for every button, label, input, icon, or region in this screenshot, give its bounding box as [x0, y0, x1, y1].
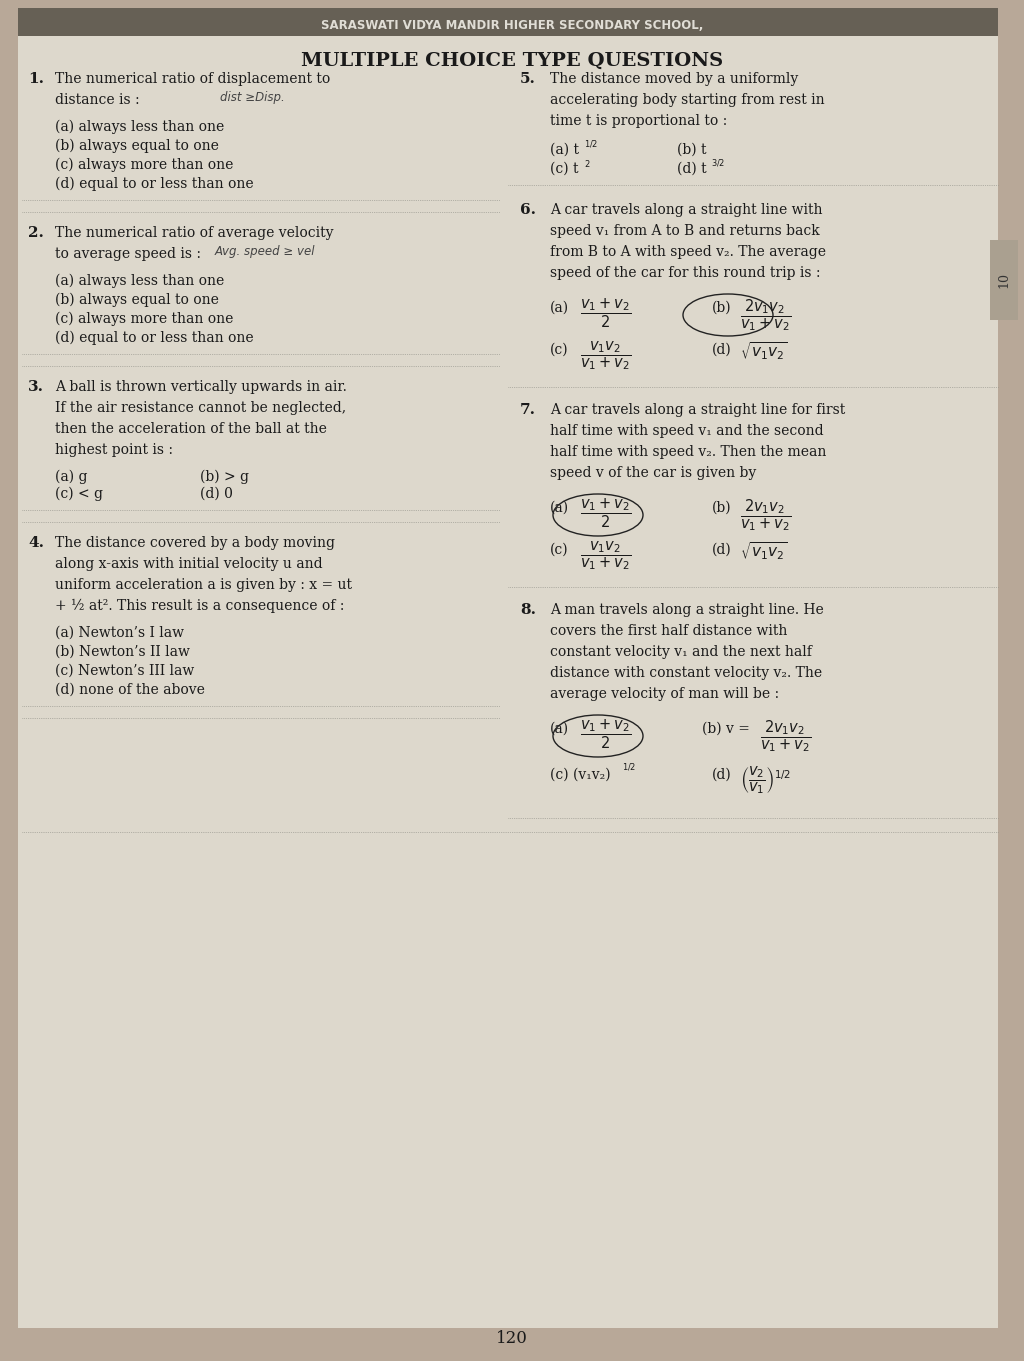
Text: (b) t: (b) t	[677, 143, 707, 157]
Text: (a) t: (a) t	[550, 143, 579, 157]
Text: (c): (c)	[550, 543, 568, 557]
Text: A car travels along a straight line with: A car travels along a straight line with	[550, 203, 822, 216]
Text: along x-axis with initial velocity u and: along x-axis with initial velocity u and	[55, 557, 323, 572]
Text: 7.: 7.	[520, 403, 536, 416]
Text: (b): (b)	[712, 301, 731, 314]
Text: (c) (v₁v₂): (c) (v₁v₂)	[550, 768, 610, 783]
Text: $\dfrac{v_1+v_2}{2}$: $\dfrac{v_1+v_2}{2}$	[580, 719, 631, 751]
Text: (b) v =: (b) v =	[702, 721, 750, 736]
Text: (d): (d)	[712, 543, 732, 557]
Text: (b): (b)	[712, 501, 731, 514]
Text: $\dfrac{2v_1v_2}{v_1+v_2}$: $\dfrac{2v_1v_2}{v_1+v_2}$	[740, 297, 792, 333]
Text: (d): (d)	[712, 343, 732, 357]
Text: 6.: 6.	[520, 203, 536, 216]
Text: (a) g: (a) g	[55, 470, 87, 485]
Text: (d) none of the above: (d) none of the above	[55, 683, 205, 697]
Text: 120: 120	[496, 1330, 528, 1347]
Text: to average speed is :: to average speed is :	[55, 246, 201, 261]
Text: A ball is thrown vertically upwards in air.: A ball is thrown vertically upwards in a…	[55, 380, 347, 393]
Text: $\dfrac{v_1v_2}{v_1+v_2}$: $\dfrac{v_1v_2}{v_1+v_2}$	[580, 339, 631, 372]
Text: $\dfrac{v_1+v_2}{2}$: $\dfrac{v_1+v_2}{2}$	[580, 497, 631, 531]
Text: distance is :: distance is :	[55, 93, 139, 108]
Text: SARASWATI VIDYA MANDIR HIGHER SECONDARY SCHOOL,: SARASWATI VIDYA MANDIR HIGHER SECONDARY …	[321, 19, 703, 31]
Text: A car travels along a straight line for first: A car travels along a straight line for …	[550, 403, 845, 416]
Text: The numerical ratio of displacement to: The numerical ratio of displacement to	[55, 72, 331, 86]
Text: $\dfrac{v_1v_2}{v_1+v_2}$: $\dfrac{v_1v_2}{v_1+v_2}$	[580, 539, 631, 572]
Text: highest point is :: highest point is :	[55, 442, 173, 457]
Text: The distance moved by a uniformly: The distance moved by a uniformly	[550, 72, 799, 86]
Text: 10: 10	[997, 272, 1011, 289]
Text: (a): (a)	[550, 301, 569, 314]
Text: + ½ at². This result is a consequence of :: + ½ at². This result is a consequence of…	[55, 599, 344, 614]
Text: 1.: 1.	[28, 72, 44, 86]
Text: 5.: 5.	[520, 72, 536, 86]
Text: (c) t: (c) t	[550, 162, 579, 176]
Text: (b) Newton’s II law: (b) Newton’s II law	[55, 645, 189, 659]
Text: 8.: 8.	[520, 603, 536, 617]
Text: $\left(\dfrac{v_2}{v_1}\right)^{1/2}$: $\left(\dfrac{v_2}{v_1}\right)^{1/2}$	[740, 764, 792, 796]
Text: speed of the car for this round trip is :: speed of the car for this round trip is …	[550, 265, 820, 280]
Text: (c) always more than one: (c) always more than one	[55, 312, 233, 327]
Text: 2.: 2.	[28, 226, 44, 240]
Text: time t is proportional to :: time t is proportional to :	[550, 114, 727, 128]
Text: (d) equal to or less than one: (d) equal to or less than one	[55, 177, 254, 192]
Text: (c): (c)	[550, 343, 568, 357]
Text: accelerating body starting from rest in: accelerating body starting from rest in	[550, 93, 824, 108]
Text: (b) always equal to one: (b) always equal to one	[55, 139, 219, 154]
Text: $^{3/2}$: $^{3/2}$	[711, 161, 725, 173]
Text: (a): (a)	[550, 721, 569, 736]
Text: $\dfrac{2v_1v_2}{v_1+v_2}$: $\dfrac{2v_1v_2}{v_1+v_2}$	[740, 497, 792, 534]
Text: (d) 0: (d) 0	[200, 487, 232, 501]
Text: The numerical ratio of average velocity: The numerical ratio of average velocity	[55, 226, 334, 240]
Text: (b) > g: (b) > g	[200, 470, 249, 485]
Text: covers the first half distance with: covers the first half distance with	[550, 623, 787, 638]
Text: (a) always less than one: (a) always less than one	[55, 120, 224, 135]
Text: (c) Newton’s III law: (c) Newton’s III law	[55, 664, 195, 678]
Text: (c) < g: (c) < g	[55, 487, 103, 501]
Text: (c) always more than one: (c) always more than one	[55, 158, 233, 173]
Text: distance with constant velocity v₂. The: distance with constant velocity v₂. The	[550, 666, 822, 680]
FancyBboxPatch shape	[18, 8, 998, 1328]
Text: (d) t: (d) t	[677, 162, 707, 176]
Text: (a): (a)	[550, 501, 569, 514]
Text: $\sqrt{v_1 v_2}$: $\sqrt{v_1 v_2}$	[740, 542, 787, 562]
Text: then the acceleration of the ball at the: then the acceleration of the ball at the	[55, 422, 327, 436]
Text: MULTIPLE CHOICE TYPE QUESTIONS: MULTIPLE CHOICE TYPE QUESTIONS	[301, 52, 723, 69]
Text: from B to A with speed v₂. The average: from B to A with speed v₂. The average	[550, 245, 826, 259]
Text: A man travels along a straight line. He: A man travels along a straight line. He	[550, 603, 823, 617]
Text: The distance covered by a body moving: The distance covered by a body moving	[55, 536, 335, 550]
Text: dist ≥Disp.: dist ≥Disp.	[220, 91, 285, 103]
Text: $^{1/2}$: $^{1/2}$	[584, 142, 598, 154]
Text: (b) always equal to one: (b) always equal to one	[55, 293, 219, 308]
Text: If the air resistance cannot be neglected,: If the air resistance cannot be neglecte…	[55, 401, 346, 415]
Text: constant velocity v₁ and the next half: constant velocity v₁ and the next half	[550, 645, 812, 659]
Text: $\dfrac{2v_1v_2}{v_1+v_2}$: $\dfrac{2v_1v_2}{v_1+v_2}$	[760, 719, 811, 754]
Text: (a) always less than one: (a) always less than one	[55, 274, 224, 289]
Text: $^{1/2}$: $^{1/2}$	[622, 764, 636, 777]
Text: Avg. speed ≥ vel: Avg. speed ≥ vel	[215, 245, 315, 259]
Text: $\dfrac{v_1+v_2}{2}$: $\dfrac{v_1+v_2}{2}$	[580, 297, 631, 331]
Text: average velocity of man will be :: average velocity of man will be :	[550, 687, 779, 701]
FancyBboxPatch shape	[990, 240, 1018, 320]
Text: speed v of the car is given by: speed v of the car is given by	[550, 465, 757, 480]
Text: half time with speed v₁ and the second: half time with speed v₁ and the second	[550, 425, 823, 438]
Text: $^{2}$: $^{2}$	[584, 161, 591, 173]
Text: (d) equal to or less than one: (d) equal to or less than one	[55, 331, 254, 346]
Text: $\sqrt{v_1 v_2}$: $\sqrt{v_1 v_2}$	[740, 342, 787, 362]
FancyBboxPatch shape	[18, 8, 998, 35]
Text: speed v₁ from A to B and returns back: speed v₁ from A to B and returns back	[550, 225, 820, 238]
Text: 4.: 4.	[28, 536, 44, 550]
Text: (a) Newton’s I law: (a) Newton’s I law	[55, 626, 184, 640]
Text: uniform acceleration a is given by : x = ut: uniform acceleration a is given by : x =…	[55, 578, 352, 592]
Text: half time with speed v₂. Then the mean: half time with speed v₂. Then the mean	[550, 445, 826, 459]
Text: (d): (d)	[712, 768, 732, 783]
Text: 3.: 3.	[28, 380, 44, 393]
